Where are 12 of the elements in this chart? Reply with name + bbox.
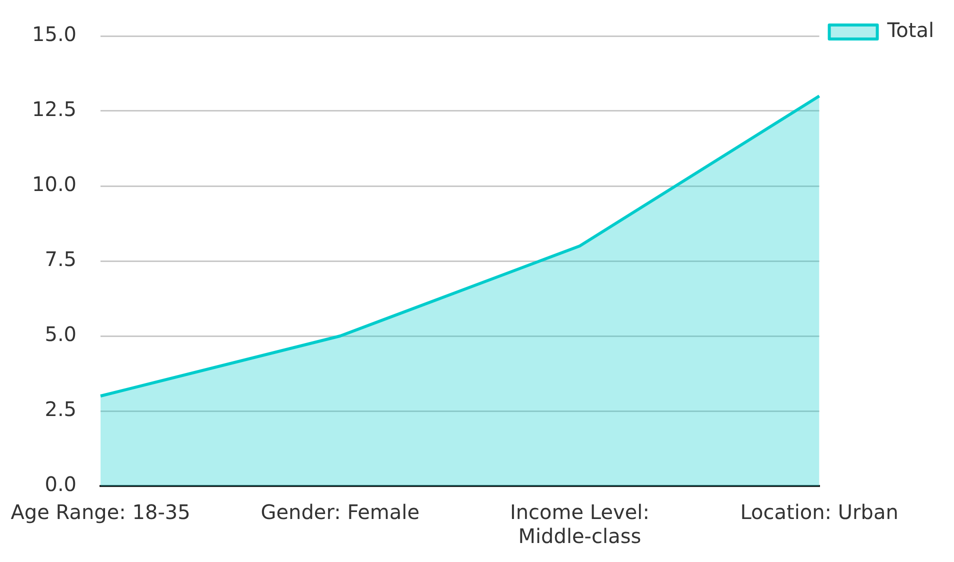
y-tick-label: 10.0 [32, 172, 77, 196]
x-tick-label: Age Range: 18-35 [10, 500, 190, 524]
y-tick-label: 7.5 [44, 247, 77, 272]
y-tick-label: 15.0 [32, 22, 77, 46]
y-tick-label: 2.5 [44, 397, 77, 422]
x-tick-label: Gender: Female [260, 500, 420, 524]
legend-label: Total [886, 18, 934, 42]
x-tick-label: Location: Urban [740, 500, 898, 524]
x-tick-label: Income Level: Middle-class [510, 500, 650, 548]
y-tick-label: 0.0 [44, 472, 77, 496]
y-tick-label: 5.0 [44, 322, 77, 346]
y-tick-label: 12.5 [32, 97, 77, 122]
